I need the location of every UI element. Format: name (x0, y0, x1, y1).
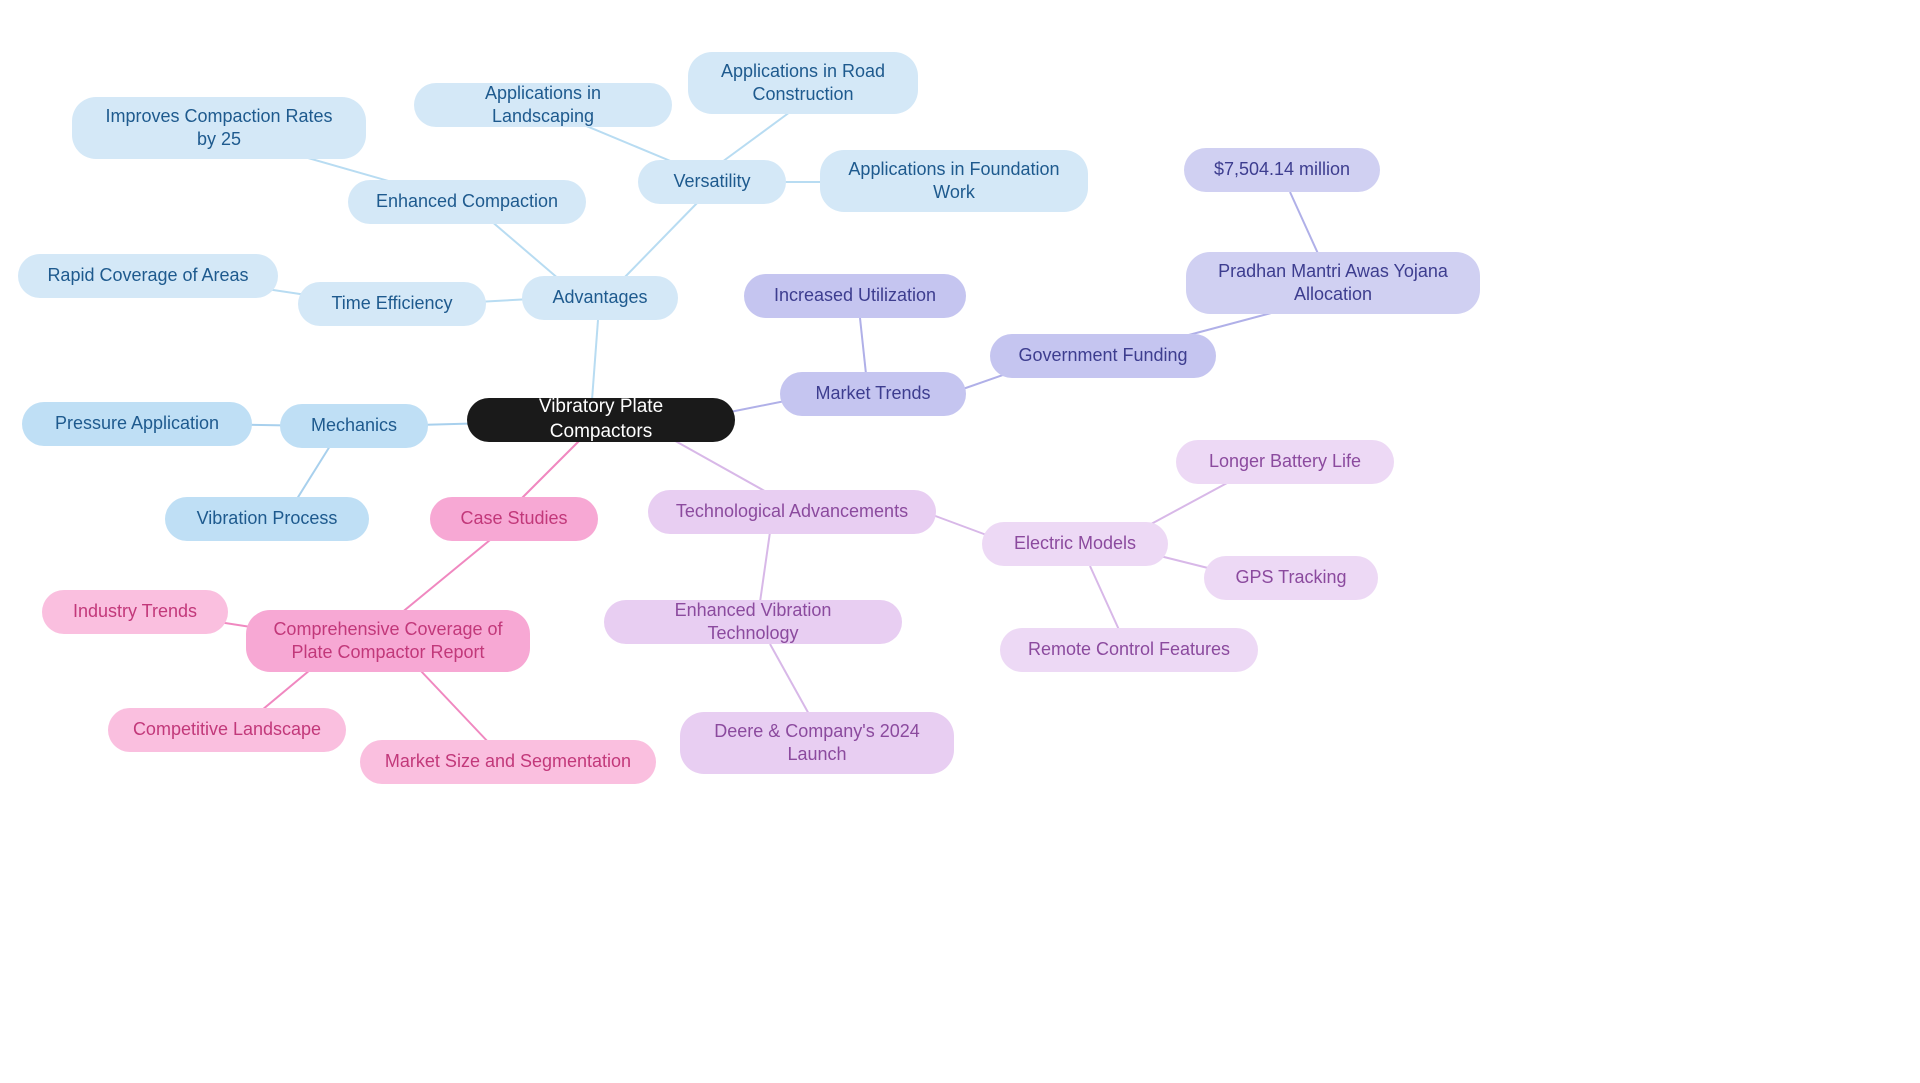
improves-rates-node: Improves Compaction Rates by 25 (72, 97, 366, 159)
market-trends-node: Market Trends (780, 372, 966, 416)
industry-trends-node: Industry Trends (42, 590, 228, 634)
time-efficiency-node: Time Efficiency (298, 282, 486, 326)
remote-control-node: Remote Control Features (1000, 628, 1258, 672)
tech-advancements-node: Technological Advancements (648, 490, 936, 534)
vibration-node: Vibration Process (165, 497, 369, 541)
advantages-node: Advantages (522, 276, 678, 320)
gps-node: GPS Tracking (1204, 556, 1378, 600)
electric-models-node: Electric Models (982, 522, 1168, 566)
mechanics-node: Mechanics (280, 404, 428, 448)
landscaping-node: Applications in Landscaping (414, 83, 672, 127)
rapid-coverage-node: Rapid Coverage of Areas (18, 254, 278, 298)
center-node: Vibratory Plate Compactors (467, 398, 735, 442)
case-studies-node: Case Studies (430, 497, 598, 541)
coverage-report-node: Comprehensive Coverage of Plate Compacto… (246, 610, 530, 672)
competitive-node: Competitive Landscape (108, 708, 346, 752)
pradhan-node: Pradhan Mantri Awas Yojana Allocation (1186, 252, 1480, 314)
battery-node: Longer Battery Life (1176, 440, 1394, 484)
deere-node: Deere & Company's 2024 Launch (680, 712, 954, 774)
amount-node: $7,504.14 million (1184, 148, 1380, 192)
versatility-node: Versatility (638, 160, 786, 204)
pressure-node: Pressure Application (22, 402, 252, 446)
road-construction-node: Applications in Road Construction (688, 52, 918, 114)
market-size-node: Market Size and Segmentation (360, 740, 656, 784)
foundation-work-node: Applications in Foundation Work (820, 150, 1088, 212)
utilization-node: Increased Utilization (744, 274, 966, 318)
enhanced-vibration-node: Enhanced Vibration Technology (604, 600, 902, 644)
government-funding-node: Government Funding (990, 334, 1216, 378)
enhanced-compaction-node: Enhanced Compaction (348, 180, 586, 224)
